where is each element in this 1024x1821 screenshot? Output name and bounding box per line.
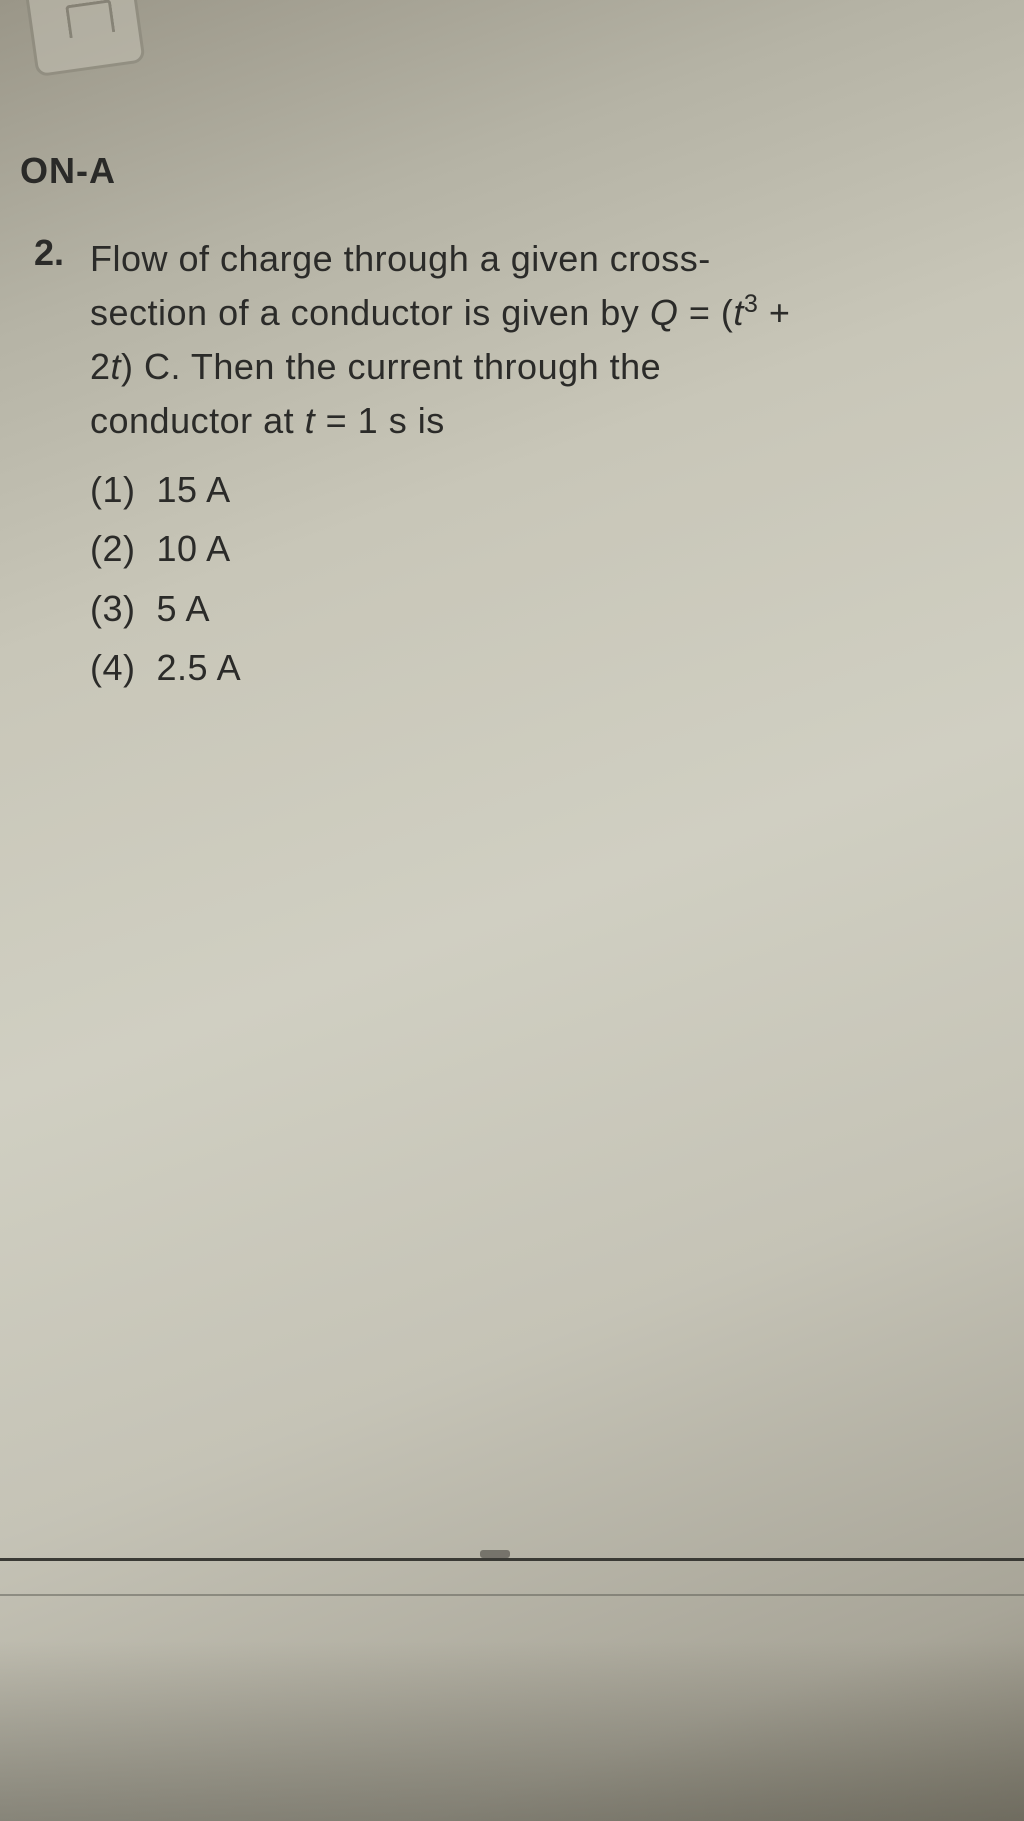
question-content: Flow of charge through a given cross- se… <box>90 232 974 698</box>
header-badge-icon <box>24 0 145 77</box>
option-2: (2) 10 A <box>90 519 974 578</box>
divider-line-2 <box>0 1594 1024 1596</box>
question-number: 2. <box>20 232 64 698</box>
q-eq-open: = ( <box>678 292 733 333</box>
page-wrapper: ON-A 2. Flow of charge through a given c… <box>0 0 1024 758</box>
option-4-num: (4) <box>90 647 136 688</box>
smudge-mark <box>480 1550 510 1558</box>
q-line2-before: section of a conductor is given by <box>90 292 650 333</box>
options-list: (1) 15 A (2) 10 A (3) 5 A (4) 2.5 A <box>90 460 974 698</box>
option-4-text: 2.5 A <box>157 647 242 688</box>
q-eq-exp: 3 <box>744 290 759 318</box>
option-3: (3) 5 A <box>90 579 974 638</box>
option-1: (1) 15 A <box>90 460 974 519</box>
question-block: 2. Flow of charge through a given cross-… <box>20 232 974 698</box>
q-eq-lhs: Q <box>650 292 679 333</box>
option-2-num: (2) <box>90 528 136 569</box>
section-label: ON-A <box>20 150 974 192</box>
option-1-text: 15 A <box>157 469 231 510</box>
q-line4-after: = 1 s is <box>315 400 445 441</box>
divider-line-1 <box>0 1558 1024 1561</box>
bottom-shadow <box>0 1641 1024 1821</box>
q-line1: Flow of charge through a given cross- <box>90 238 711 279</box>
q-line3-coeff: 2 <box>90 346 111 387</box>
q-line4-before: conductor at <box>90 400 305 441</box>
q-eq-plus: + <box>758 292 790 333</box>
option-1-num: (1) <box>90 469 136 510</box>
option-3-text: 5 A <box>157 588 211 629</box>
option-3-num: (3) <box>90 588 136 629</box>
q-line3-close: ) C. Then the current through the <box>121 346 661 387</box>
q-eq-var: t <box>733 292 744 333</box>
option-2-text: 10 A <box>157 528 231 569</box>
question-text: Flow of charge through a given cross- se… <box>90 232 974 448</box>
option-4: (4) 2.5 A <box>90 638 974 697</box>
q-line4-var: t <box>305 400 316 441</box>
q-line3-var: t <box>111 346 122 387</box>
